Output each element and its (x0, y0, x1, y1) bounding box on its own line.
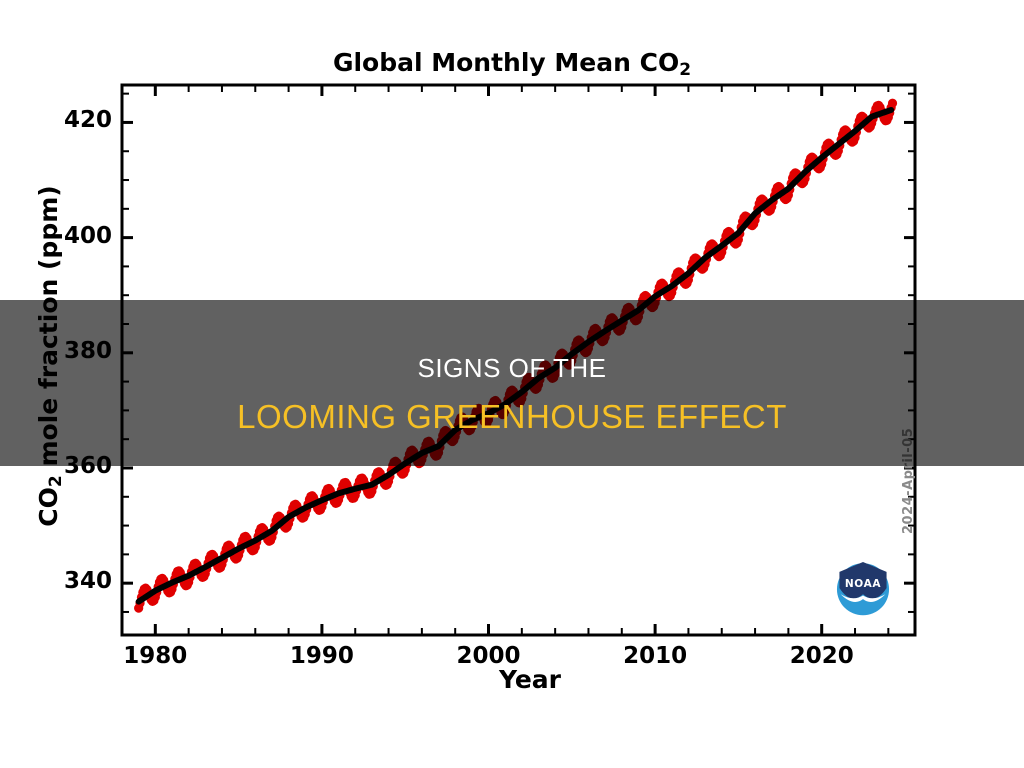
x-axis-label: Year (499, 665, 561, 694)
noaa-logo-icon: NOAA (836, 561, 890, 616)
overlay-banner-band (0, 300, 1024, 466)
chart-title-subscript: 2 (679, 60, 692, 80)
y-tick-label: 340 (63, 568, 112, 595)
x-tick-label: 2000 (456, 643, 521, 669)
y-tick-label: 400 (63, 222, 112, 249)
x-tick-label: 2010 (623, 643, 688, 669)
chart-title: Global Monthly Mean CO2 (0, 48, 1024, 80)
svg-text:NOAA: NOAA (845, 578, 881, 590)
chart-title-main: Global Monthly Mean CO (332, 48, 680, 77)
x-tick-label: 2020 (789, 643, 854, 669)
y-tick-label: 420 (63, 107, 112, 134)
x-tick-label: 1990 (289, 643, 354, 669)
overlay-headline-main: LOOMING GREENHOUSE EFFECT (237, 398, 787, 435)
overlay-headline-top: SIGNS OF THE (417, 353, 607, 383)
data-point-marker (887, 98, 898, 108)
x-tick-label: 1980 (123, 643, 188, 669)
